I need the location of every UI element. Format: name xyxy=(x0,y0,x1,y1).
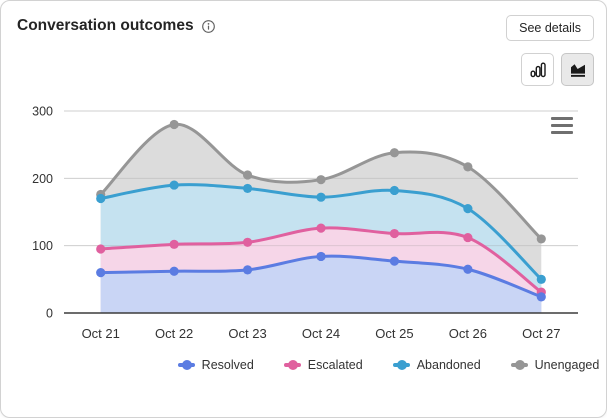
data-point-unengaged-oct-23[interactable] xyxy=(242,170,253,180)
legend-marker-icon xyxy=(177,360,195,370)
legend-item-resolved[interactable]: Resolved xyxy=(177,358,254,372)
legend-label: Resolved xyxy=(201,358,254,372)
y-tick-label: 200 xyxy=(32,172,53,186)
info-icon[interactable] xyxy=(201,19,216,34)
see-details-button[interactable]: See details xyxy=(506,15,594,41)
data-point-resolved-oct-22[interactable] xyxy=(169,266,179,276)
data-point-resolved-oct-27[interactable] xyxy=(536,292,546,302)
data-point-unengaged-oct-24[interactable] xyxy=(316,175,326,185)
data-point-abandoned-oct-23[interactable] xyxy=(242,183,253,194)
series-area-resolved xyxy=(100,256,542,313)
chart-legend: Resolved Escalated Abandoned Unengaged xyxy=(1,358,606,372)
data-point-unengaged-oct-25[interactable] xyxy=(389,148,400,158)
chart-context-menu-icon[interactable] xyxy=(551,117,573,134)
x-tick-label: Oct 26 xyxy=(449,326,487,341)
data-point-escalated-oct-25[interactable] xyxy=(389,228,400,239)
card-title: Conversation outcomes xyxy=(17,17,216,35)
data-point-resolved-oct-21[interactable] xyxy=(96,268,106,278)
y-tick-label: 0 xyxy=(46,307,53,321)
legend-item-unengaged[interactable]: Unengaged xyxy=(510,358,600,372)
bar-chart-icon xyxy=(529,61,547,79)
x-tick-label: Oct 27 xyxy=(522,326,560,341)
y-tick-label: 300 xyxy=(32,105,53,119)
legend-marker-icon xyxy=(510,360,528,370)
data-point-abandoned-oct-21[interactable] xyxy=(96,193,106,204)
data-point-resolved-oct-24[interactable] xyxy=(316,251,326,262)
legend-marker-icon xyxy=(392,360,410,370)
x-tick-label: Oct 23 xyxy=(228,326,266,341)
x-tick-label: Oct 25 xyxy=(375,326,413,341)
x-tick-label: Oct 24 xyxy=(302,326,340,341)
card-title-text: Conversation outcomes xyxy=(17,17,194,34)
data-point-abandoned-oct-24[interactable] xyxy=(316,192,326,202)
data-point-abandoned-oct-27[interactable] xyxy=(536,274,546,284)
area-chart-button[interactable] xyxy=(561,53,594,86)
legend-label: Abandoned xyxy=(416,358,481,372)
data-point-escalated-oct-22[interactable] xyxy=(169,239,179,249)
data-point-escalated-oct-24[interactable] xyxy=(316,223,326,233)
chart-svg: 0 100 200 300 Oct 21 Oct 22 Oct 23 Oct 24 Oct 25… xyxy=(32,105,578,341)
x-tick-label: Oct 21 xyxy=(82,326,120,341)
x-tick-label: Oct 22 xyxy=(155,326,193,341)
data-point-abandoned-oct-22[interactable] xyxy=(169,180,179,190)
legend-item-abandoned[interactable]: Abandoned xyxy=(392,358,481,372)
legend-label: Unengaged xyxy=(534,358,600,372)
data-point-escalated-oct-23[interactable] xyxy=(242,237,253,247)
data-point-unengaged-oct-26[interactable] xyxy=(463,162,473,172)
legend-label: Escalated xyxy=(307,358,363,372)
data-point-resolved-oct-23[interactable] xyxy=(242,265,253,275)
data-point-resolved-oct-25[interactable] xyxy=(389,256,400,266)
data-point-escalated-oct-21[interactable] xyxy=(96,244,106,254)
data-point-abandoned-oct-26[interactable] xyxy=(463,204,473,214)
legend-item-escalated[interactable]: Escalated xyxy=(283,358,363,372)
area-chart-icon xyxy=(569,61,587,79)
legend-marker-icon xyxy=(283,360,301,370)
chart-type-toolbar xyxy=(521,53,594,86)
data-point-resolved-oct-26[interactable] xyxy=(463,264,473,274)
data-point-escalated-oct-26[interactable] xyxy=(463,232,473,243)
data-point-abandoned-oct-25[interactable] xyxy=(389,185,400,196)
y-tick-label: 100 xyxy=(32,239,53,253)
bar-chart-button[interactable] xyxy=(521,53,554,86)
data-point-unengaged-oct-27[interactable] xyxy=(536,234,546,244)
data-point-unengaged-oct-22[interactable] xyxy=(169,119,179,130)
